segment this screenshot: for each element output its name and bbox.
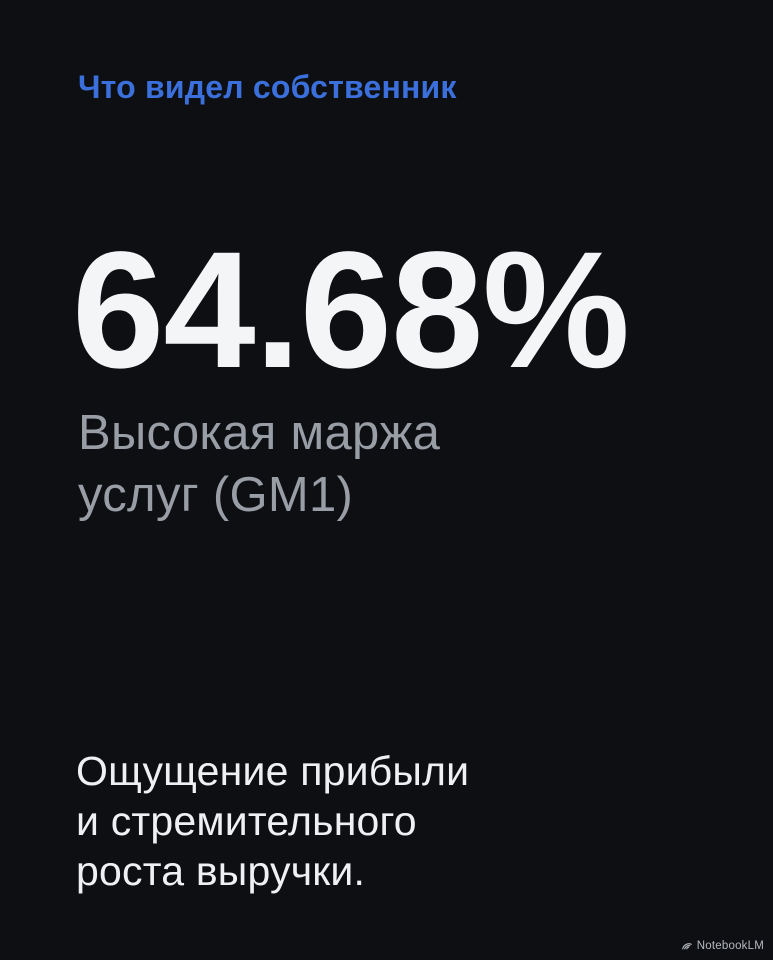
body-line: роста выручки. <box>76 848 366 894</box>
watermark-label: NotebookLM <box>696 940 764 952</box>
stat-label-line: услуг (GM1) <box>78 468 354 522</box>
stat-label-line: Высокая маржа <box>78 406 441 460</box>
stat-label: Высокая маржа услуг (GM1) <box>78 402 440 526</box>
stat-value: 64.68% <box>72 218 630 403</box>
body-paragraph: Ощущение прибыли и стремительного роста … <box>76 746 469 896</box>
notebooklm-logo-icon <box>681 940 693 952</box>
body-line: Ощущение прибыли <box>76 748 470 794</box>
watermark: NotebookLM <box>681 940 764 952</box>
body-line: и стремительного <box>76 798 417 844</box>
slide-title: Что видел собственник <box>78 69 457 105</box>
